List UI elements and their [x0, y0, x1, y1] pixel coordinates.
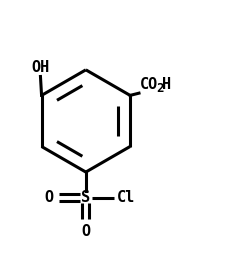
Text: 2: 2 [156, 82, 164, 95]
Text: OH: OH [31, 60, 50, 75]
Text: S: S [81, 190, 90, 205]
Text: O: O [45, 190, 54, 205]
Text: O: O [81, 224, 90, 239]
Text: CO: CO [140, 77, 158, 92]
Text: Cl: Cl [117, 190, 135, 205]
Text: H: H [162, 77, 171, 92]
